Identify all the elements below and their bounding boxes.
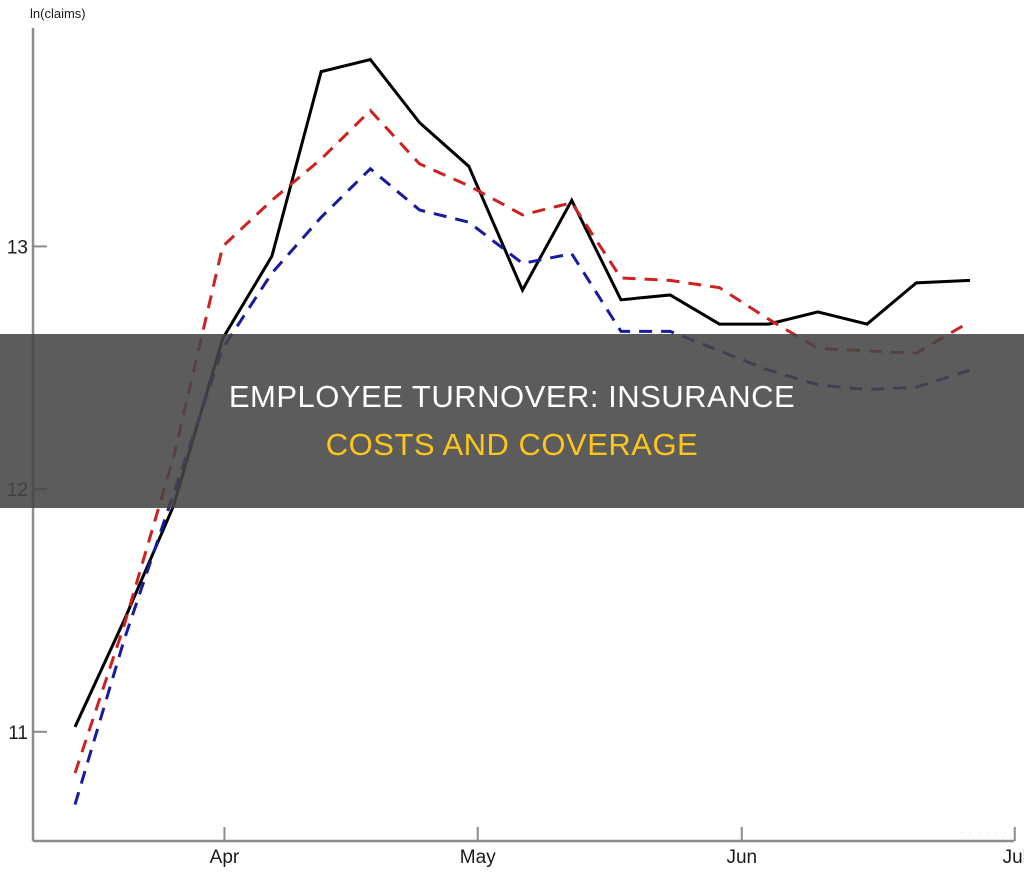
overlay-title-line-2: COSTS AND COVERAGE: [325, 427, 699, 462]
x-tick-label: Apr: [210, 847, 240, 868]
title-overlay-banner: EMPLOYEE TURNOVER: INSURANCE COSTS AND C…: [0, 334, 1024, 508]
y-axis-label: ln(claims): [30, 6, 86, 21]
x-tick-label: Jun: [726, 847, 757, 868]
watermark-text: · · · · · ·: [959, 827, 1008, 839]
x-tick-label: Jul: [1003, 847, 1024, 868]
series-line-2019-baseline: [73, 108, 971, 774]
overlay-title-line-1: EMPLOYEE TURNOVER: INSURANCE: [228, 378, 796, 414]
x-axis-ticks: Apr May Jun Jul: [210, 827, 1024, 868]
y-tick-label: 11: [8, 723, 28, 744]
y-tick-label: 13: [7, 237, 28, 258]
x-tick-label: May: [460, 847, 496, 868]
